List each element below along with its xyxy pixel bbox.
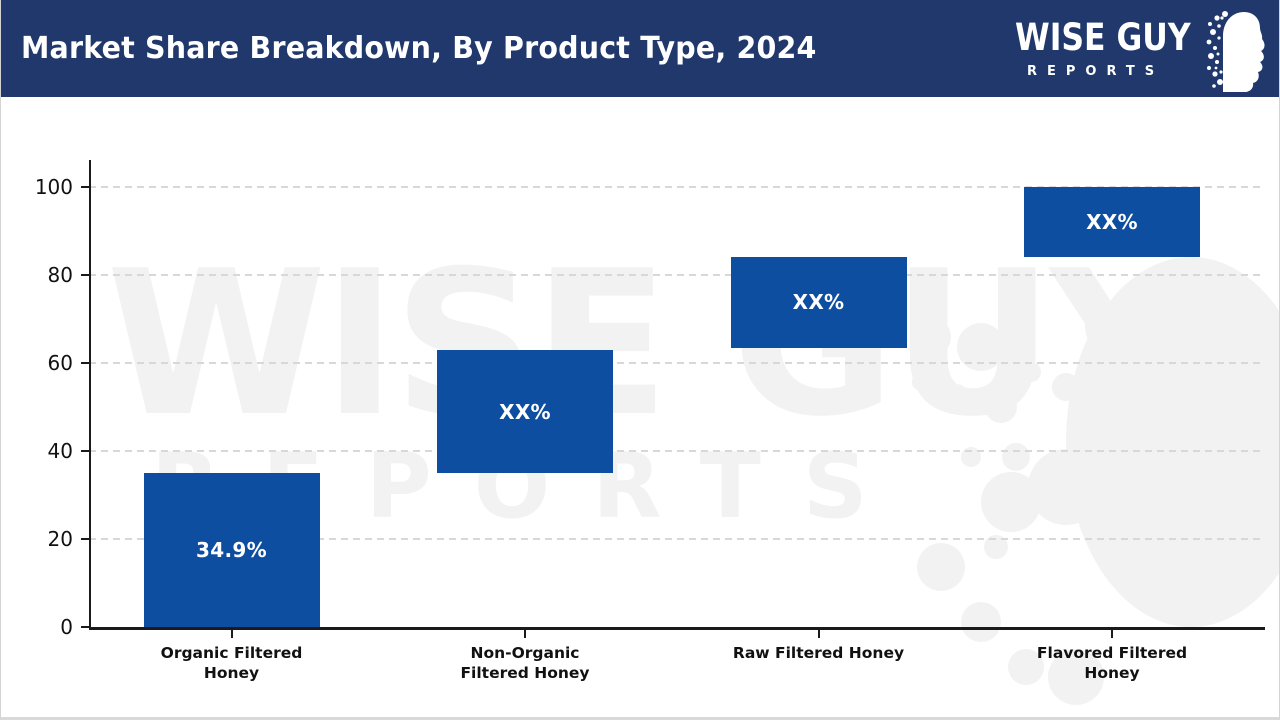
- gridline: [89, 538, 1263, 540]
- gridline: [89, 362, 1263, 364]
- chart-title: Market Share Breakdown, By Product Type,…: [21, 31, 817, 66]
- x-axis-tick: [230, 630, 233, 638]
- x-axis-category-label: Raw Filtered Honey: [732, 644, 905, 662]
- y-axis-tick: [81, 450, 90, 452]
- y-axis-tick-label: 0: [60, 615, 73, 639]
- dotted-face-profile-icon: [1206, 11, 1265, 92]
- wise-guy-reports-logo: WISE GUY REPORTS: [1015, 8, 1267, 92]
- x-axis-category-label: Flavored Filtered Honey: [1036, 644, 1188, 683]
- bar-value-label: 34.9%: [196, 538, 267, 563]
- gridline: [89, 274, 1263, 276]
- gridline: [89, 186, 1263, 188]
- x-axis-line: [89, 627, 1265, 630]
- y-axis-tick-label: 100: [34, 175, 73, 199]
- y-axis-tick-label: 20: [47, 527, 73, 551]
- y-axis-tick-label: 40: [47, 439, 73, 463]
- bar-value-label: XX%: [499, 399, 551, 424]
- header-bar: Market Share Breakdown, By Product Type,…: [1, 0, 1279, 97]
- y-axis-tick-label: 60: [47, 351, 73, 375]
- y-axis-tick: [81, 626, 90, 628]
- bar-flavored-filtered-honey: XX%: [1024, 187, 1200, 258]
- y-axis-tick: [81, 538, 90, 540]
- x-axis-tick: [1111, 630, 1113, 638]
- x-axis-category-label: Organic Filtered Honey: [160, 644, 303, 683]
- bar-value-label: XX%: [1086, 210, 1138, 235]
- gridline: [89, 450, 1263, 452]
- bar-non-organic-filtered-honey: XX%: [437, 349, 613, 474]
- bar-organic-filtered-honey: 34.9%: [143, 473, 320, 627]
- bar-raw-filtered-honey: XX%: [730, 257, 907, 348]
- x-axis-tick: [524, 630, 526, 638]
- logo-subtext: REPORTS: [1027, 64, 1165, 79]
- y-axis-tick-label: 80: [47, 263, 73, 287]
- y-axis-line: [89, 160, 91, 629]
- y-axis-tick: [81, 362, 90, 364]
- x-axis-category-label: Non-Organic Filtered Honey: [460, 644, 590, 683]
- logo-wordmark: WISE GUY: [1015, 16, 1191, 59]
- bar-value-label: XX%: [792, 290, 845, 315]
- y-axis-tick: [81, 274, 90, 276]
- y-axis-tick: [81, 186, 90, 188]
- x-axis-tick: [817, 630, 820, 638]
- chart-plot-area: WISE GUY REPORTS 0 20 40 60 80 100 34.9% XX% XX…: [1, 97, 1279, 717]
